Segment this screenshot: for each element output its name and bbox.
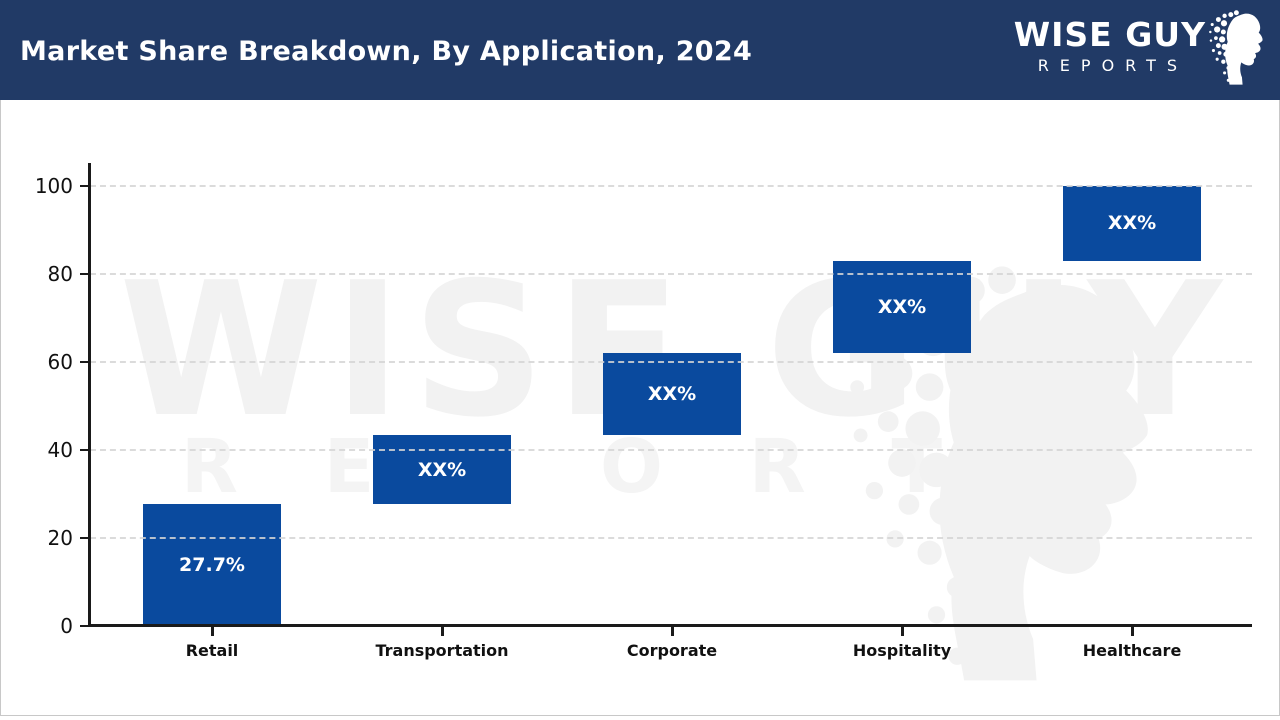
brand-logo-text: WISE GUY REPORTS xyxy=(1014,15,1206,76)
gridline-100 xyxy=(90,185,1252,187)
x-tick-mark-retail xyxy=(211,627,214,636)
wiseguy-face-icon xyxy=(1206,9,1268,89)
page-title: Market Share Breakdown, By Application, … xyxy=(20,36,753,67)
bar-corporate xyxy=(603,353,741,436)
header-bar: Market Share Breakdown, By Application, … xyxy=(0,0,1280,100)
bar-label-hospitality: XX% xyxy=(877,296,927,318)
brand-logo: WISE GUY REPORTS xyxy=(1014,7,1268,95)
x-tick-label-healthcare: Healthcare xyxy=(1082,641,1182,660)
x-axis-spine xyxy=(88,624,1252,627)
bar-label-transportation: XX% xyxy=(417,458,467,481)
bar-retail xyxy=(143,504,281,626)
x-tick-mark-transportation xyxy=(441,627,444,636)
y-tick-mark-40 xyxy=(80,449,90,451)
x-tick-mark-hospitality xyxy=(901,627,904,636)
brand-name: WISE GUY xyxy=(1013,15,1206,54)
y-tick-label-100: 100 xyxy=(34,174,73,198)
bar-label-healthcare: XX% xyxy=(1107,212,1157,235)
gridline-40 xyxy=(90,449,1252,451)
x-tick-mark-healthcare xyxy=(1131,627,1134,636)
x-tick-mark-corporate xyxy=(671,627,674,636)
bar-healthcare xyxy=(1063,186,1201,261)
bar-transportation xyxy=(373,435,511,505)
y-tick-mark-100 xyxy=(80,185,90,187)
y-tick-label-20: 20 xyxy=(47,526,73,550)
brand-subname: REPORTS xyxy=(1037,56,1189,75)
y-tick-label-0: 0 xyxy=(60,614,73,638)
chart-area: WISE GUY R E P O R T S 0 20 40 60 80 100 27.7%… xyxy=(0,100,1280,716)
y-tick-mark-20 xyxy=(80,537,90,539)
gridline-20 xyxy=(90,537,1252,539)
x-tick-label-hospitality: Hospitality xyxy=(852,641,952,660)
bar-label-retail: 27.7% xyxy=(179,554,245,577)
y-tick-mark-80 xyxy=(80,273,90,275)
x-tick-label-transportation: Transportation xyxy=(375,641,509,660)
y-tick-label-60: 60 xyxy=(47,350,73,374)
waterfall-plot: 0 20 40 60 80 100 27.7% Retail XX% Transportation… xyxy=(1,100,1279,715)
y-tick-mark-60 xyxy=(80,361,90,363)
gridline-80 xyxy=(90,273,1252,275)
bar-label-corporate: XX% xyxy=(647,383,697,406)
x-tick-label-corporate: Corporate xyxy=(626,641,718,660)
y-tick-mark-0 xyxy=(80,625,90,627)
y-axis-spine xyxy=(88,163,91,627)
gridline-60 xyxy=(90,361,1252,363)
y-tick-label-80: 80 xyxy=(47,262,73,286)
y-tick-label-40: 40 xyxy=(47,438,73,462)
x-tick-label-retail: Retail xyxy=(185,641,239,660)
